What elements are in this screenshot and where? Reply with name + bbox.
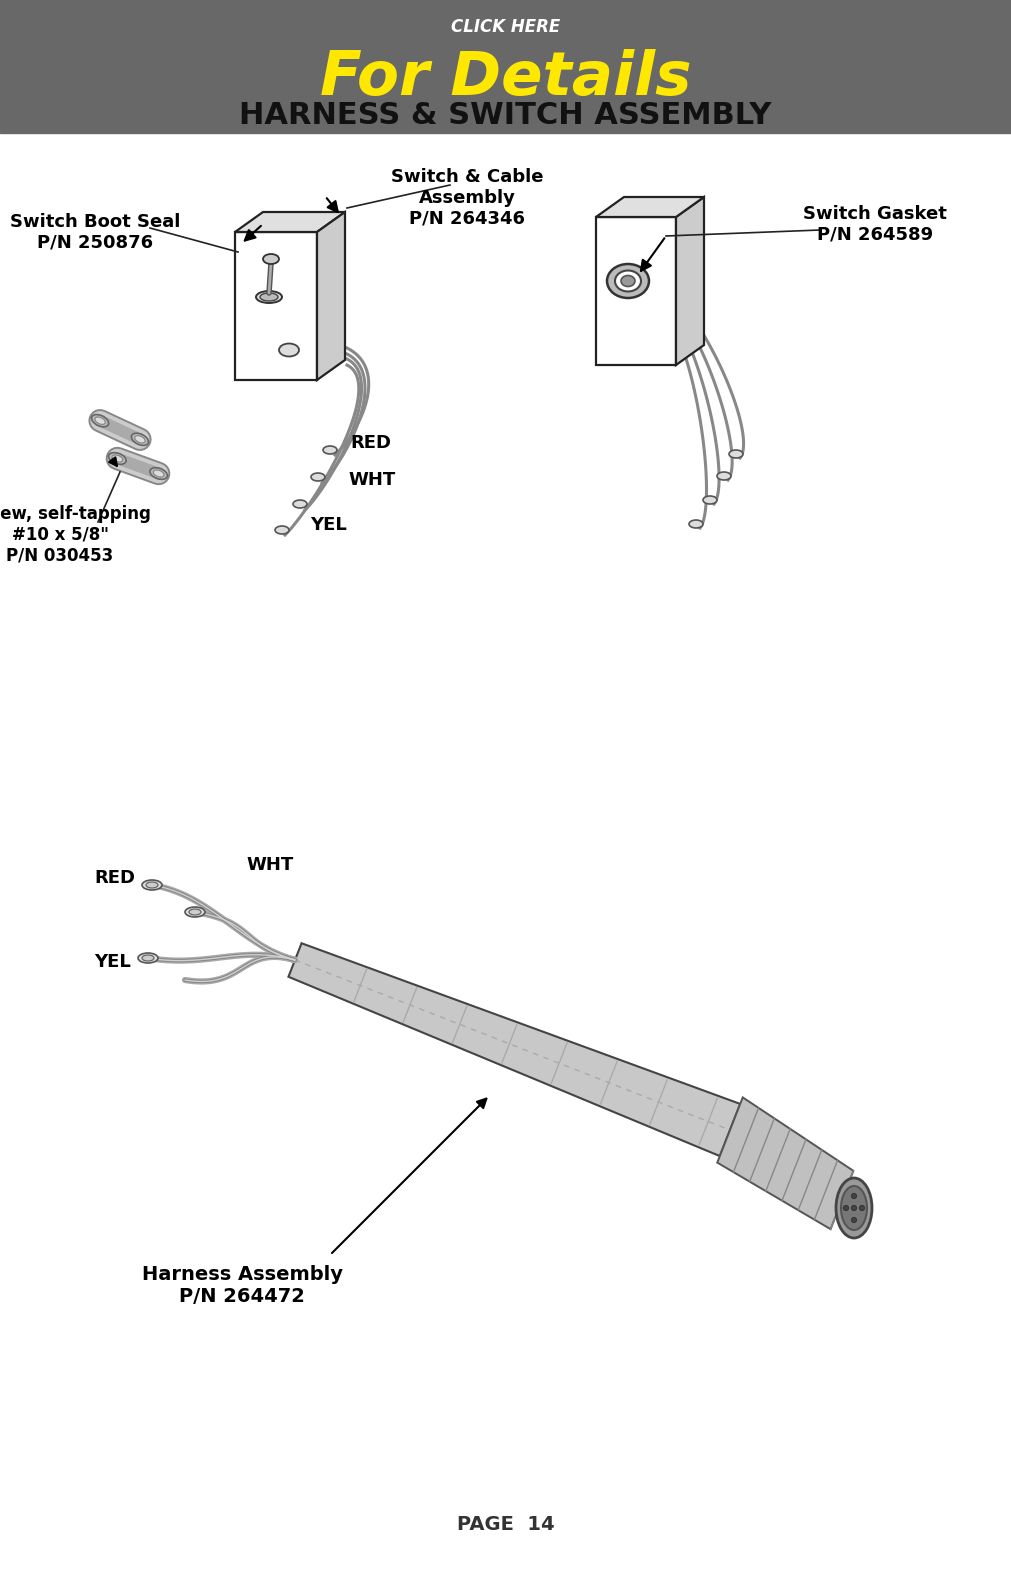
Ellipse shape xyxy=(323,446,337,454)
Polygon shape xyxy=(676,196,704,364)
Ellipse shape xyxy=(260,294,278,302)
Text: PAGE  14: PAGE 14 xyxy=(457,1516,554,1535)
Text: RED: RED xyxy=(350,434,391,452)
Polygon shape xyxy=(235,212,345,233)
Text: Switch & Cable
Assembly
P/N 264346: Switch & Cable Assembly P/N 264346 xyxy=(390,168,543,228)
Ellipse shape xyxy=(851,1218,856,1222)
Ellipse shape xyxy=(843,1205,848,1211)
Ellipse shape xyxy=(615,270,641,292)
Ellipse shape xyxy=(311,473,325,481)
Text: YEL: YEL xyxy=(95,954,131,971)
Text: HARNESS & SWITCH ASSEMBLY: HARNESS & SWITCH ASSEMBLY xyxy=(240,101,771,129)
Ellipse shape xyxy=(146,881,158,888)
Ellipse shape xyxy=(717,471,731,481)
Text: Switch Gasket
P/N 264589: Switch Gasket P/N 264589 xyxy=(803,204,947,244)
Ellipse shape xyxy=(703,496,717,504)
Polygon shape xyxy=(235,233,317,380)
Text: Harness Assembly
P/N 264472: Harness Assembly P/N 264472 xyxy=(142,1265,343,1306)
Ellipse shape xyxy=(95,416,105,424)
Ellipse shape xyxy=(189,910,201,914)
Ellipse shape xyxy=(851,1205,856,1211)
Ellipse shape xyxy=(150,468,168,479)
Text: YEL: YEL xyxy=(310,515,347,534)
Ellipse shape xyxy=(607,264,649,298)
Ellipse shape xyxy=(275,526,289,534)
Text: For Details: For Details xyxy=(319,49,692,107)
Ellipse shape xyxy=(293,500,307,507)
Polygon shape xyxy=(596,217,676,364)
Polygon shape xyxy=(288,943,740,1156)
Ellipse shape xyxy=(256,291,282,303)
Ellipse shape xyxy=(729,449,743,459)
Ellipse shape xyxy=(859,1205,864,1211)
Ellipse shape xyxy=(690,520,703,528)
Ellipse shape xyxy=(112,456,122,462)
Polygon shape xyxy=(317,212,345,380)
Ellipse shape xyxy=(154,470,164,478)
Ellipse shape xyxy=(841,1186,867,1230)
Text: RED: RED xyxy=(94,869,135,888)
Text: WHT: WHT xyxy=(348,471,395,489)
Ellipse shape xyxy=(836,1178,872,1238)
Polygon shape xyxy=(717,1098,853,1229)
Ellipse shape xyxy=(185,906,205,917)
Ellipse shape xyxy=(108,452,126,465)
Ellipse shape xyxy=(621,275,635,286)
Ellipse shape xyxy=(263,255,279,264)
Polygon shape xyxy=(596,196,704,217)
Ellipse shape xyxy=(142,955,154,961)
Text: CLICK HERE: CLICK HERE xyxy=(451,17,560,36)
Ellipse shape xyxy=(851,1194,856,1199)
Text: Switch Boot Seal
P/N 250876: Switch Boot Seal P/N 250876 xyxy=(10,214,180,251)
Ellipse shape xyxy=(92,415,108,427)
Ellipse shape xyxy=(279,344,299,357)
Ellipse shape xyxy=(134,435,146,443)
Text: WHT: WHT xyxy=(247,856,293,873)
Ellipse shape xyxy=(131,434,149,446)
Text: Screw, self-tapping
#10 x 5/8"
P/N 030453: Screw, self-tapping #10 x 5/8" P/N 03045… xyxy=(0,504,151,564)
Bar xyxy=(0,0,1011,134)
Ellipse shape xyxy=(142,880,162,891)
Ellipse shape xyxy=(137,954,158,963)
